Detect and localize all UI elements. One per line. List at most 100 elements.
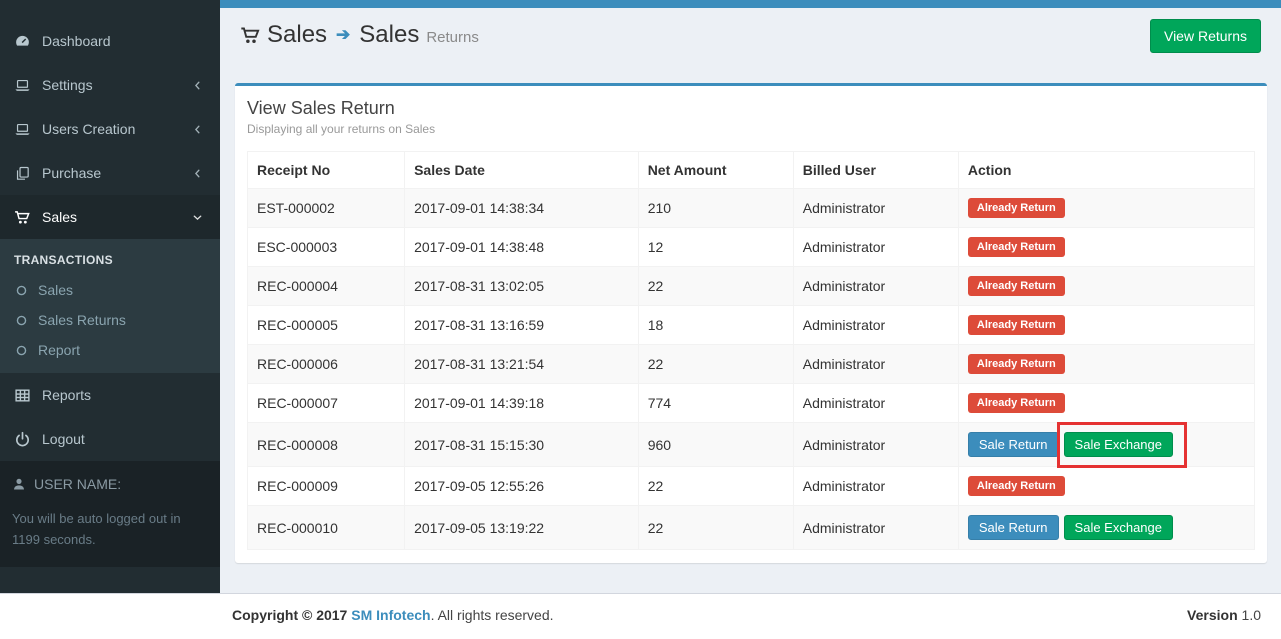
cell-net-amount: 12: [637, 227, 794, 267]
cell-net-amount: 22: [637, 466, 794, 506]
sale-exchange-button[interactable]: Sale Exchange: [1063, 515, 1173, 540]
sidebar-item-users-creation[interactable]: Users Creation: [0, 107, 220, 151]
user-icon: [12, 477, 26, 491]
chevron-down-icon: [191, 211, 204, 224]
chevron-left-icon: [191, 79, 204, 92]
power-icon: [14, 431, 31, 448]
submenu-item-label: Sales Returns: [38, 312, 126, 328]
sidebar-menu: Dashboard Settings Users Creation: [0, 0, 220, 461]
cell-action: Already Return: [957, 266, 1256, 306]
submenu-item-sales[interactable]: Sales: [0, 275, 220, 305]
cell-receipt-no: REC-000008: [246, 422, 406, 467]
sales-return-panel: View Sales Return Displaying all your re…: [235, 83, 1267, 563]
submenu-header-transactions: TRANSACTIONS: [14, 253, 113, 267]
already-return-badge: Already Return: [967, 276, 1065, 296]
cell-billed-user: Administrator: [792, 188, 959, 228]
col-header-billed-user: Billed User: [792, 151, 959, 189]
cell-net-amount: 18: [637, 305, 794, 345]
cell-action: Already Return: [957, 305, 1256, 345]
col-header-sales-date: Sales Date: [404, 151, 639, 189]
col-header-net-amount: Net Amount: [637, 151, 794, 189]
sidebar-item-purchase[interactable]: Purchase: [0, 151, 220, 195]
sidebar-item-label: Dashboard: [42, 33, 111, 49]
view-returns-button[interactable]: View Returns: [1149, 19, 1261, 53]
already-return-badge: Already Return: [967, 315, 1065, 335]
content-header: Sales ➔ Sales Returns View Returns: [220, 8, 1281, 53]
cell-receipt-no: REC-000007: [246, 383, 406, 423]
sidebar: Dashboard Settings Users Creation: [0, 0, 220, 593]
laptop-icon: [14, 121, 31, 138]
circle-outline-icon: [15, 314, 28, 327]
cell-sales-date: 2017-09-01 14:38:48: [404, 227, 639, 267]
cell-action: Sale Return Sale Exchange: [957, 422, 1256, 468]
table-header-row: Receipt No Sales Date Net Amount Billed …: [246, 151, 1256, 189]
submenu-item-report[interactable]: Report: [0, 335, 220, 365]
user-panel: USER NAME: You will be auto logged out i…: [0, 461, 220, 567]
auto-logout-note: You will be auto logged out in 1199 seco…: [12, 511, 181, 547]
rights-text: . All rights reserved.: [430, 607, 554, 623]
sidebar-item-settings[interactable]: Settings: [0, 63, 220, 107]
breadcrumb-sales: Sales: [267, 21, 328, 48]
already-return-badge: Already Return: [967, 393, 1065, 413]
table-row: REC-000008 2017-08-31 15:15:30 960 Admin…: [246, 422, 1256, 468]
sidebar-item-sales[interactable]: Sales: [0, 195, 220, 239]
breadcrumb-sales-2: Sales: [359, 21, 420, 48]
col-header-receipt-no: Receipt No: [246, 151, 406, 189]
table-row: REC-000007 2017-09-01 14:39:18 774 Admin…: [246, 383, 1256, 423]
submenu-item-sales-returns[interactable]: Sales Returns: [0, 305, 220, 335]
sale-exchange-button[interactable]: Sale Exchange: [1063, 432, 1173, 457]
cell-net-amount: 210: [637, 188, 794, 228]
cell-receipt-no: REC-000009: [246, 466, 406, 506]
cell-net-amount: 22: [637, 505, 794, 550]
cell-sales-date: 2017-08-31 15:15:30: [404, 422, 639, 467]
already-return-badge: Already Return: [967, 198, 1065, 218]
table-icon: [14, 387, 31, 404]
sales-returns-table: Receipt No Sales Date Net Amount Billed …: [246, 151, 1256, 550]
table-row: ESC-000003 2017-09-01 14:38:48 12 Admini…: [246, 227, 1256, 267]
cell-billed-user: Administrator: [792, 422, 959, 467]
panel-subtitle: Displaying all your returns on Sales: [247, 122, 436, 136]
sidebar-item-logout[interactable]: Logout: [0, 417, 220, 461]
top-accent-bar: [220, 0, 1281, 8]
already-return-badge: Already Return: [967, 237, 1065, 257]
breadcrumb-returns: Returns: [426, 29, 479, 46]
table-row: REC-000010 2017-09-05 13:19:22 22 Admini…: [246, 505, 1256, 550]
cell-receipt-no: REC-000010: [246, 505, 406, 550]
cell-receipt-no: REC-000006: [246, 344, 406, 384]
sidebar-item-dashboard[interactable]: Dashboard: [0, 19, 220, 63]
cell-billed-user: Administrator: [792, 266, 959, 306]
main-content: Sales ➔ Sales Returns View Returns View …: [220, 0, 1281, 593]
cell-billed-user: Administrator: [792, 505, 959, 550]
copy-icon: [14, 165, 31, 182]
cell-receipt-no: ESC-000003: [246, 227, 406, 267]
cell-sales-date: 2017-08-31 13:16:59: [404, 305, 639, 345]
dashboard-icon: [14, 33, 31, 50]
sidebar-item-reports[interactable]: Reports: [0, 373, 220, 417]
cell-net-amount: 960: [637, 422, 794, 467]
cell-billed-user: Administrator: [792, 305, 959, 345]
sale-return-button[interactable]: Sale Return: [967, 515, 1059, 540]
table-row: REC-000004 2017-08-31 13:02:05 22 Admini…: [246, 266, 1256, 306]
circle-outline-icon: [15, 284, 28, 297]
cell-net-amount: 774: [637, 383, 794, 423]
circle-outline-icon: [15, 344, 28, 357]
chevron-left-icon: [191, 123, 204, 136]
sidebar-item-label: Settings: [42, 77, 93, 93]
col-header-action: Action: [957, 151, 1256, 189]
company-link[interactable]: SM Infotech: [351, 607, 431, 623]
cell-action: Already Return: [957, 466, 1256, 506]
already-return-badge: Already Return: [967, 354, 1065, 374]
sidebar-item-label: Logout: [42, 431, 85, 447]
cell-billed-user: Administrator: [792, 466, 959, 506]
annotation-highlight-box: Sale Exchange: [1056, 422, 1188, 468]
sidebar-item-label: Purchase: [42, 165, 102, 181]
cell-receipt-no: REC-000005: [246, 305, 406, 345]
sidebar-item-label: Reports: [42, 387, 92, 403]
copyright-text: Copyright © 2017: [232, 607, 352, 623]
cell-sales-date: 2017-08-31 13:21:54: [404, 344, 639, 384]
breadcrumb-arrow-icon: ➔: [336, 25, 351, 44]
sale-return-button[interactable]: Sale Return: [967, 432, 1059, 457]
sales-submenu: TRANSACTIONS Sales Sales Returns: [0, 239, 220, 373]
cell-sales-date: 2017-09-05 12:55:26: [404, 466, 639, 506]
